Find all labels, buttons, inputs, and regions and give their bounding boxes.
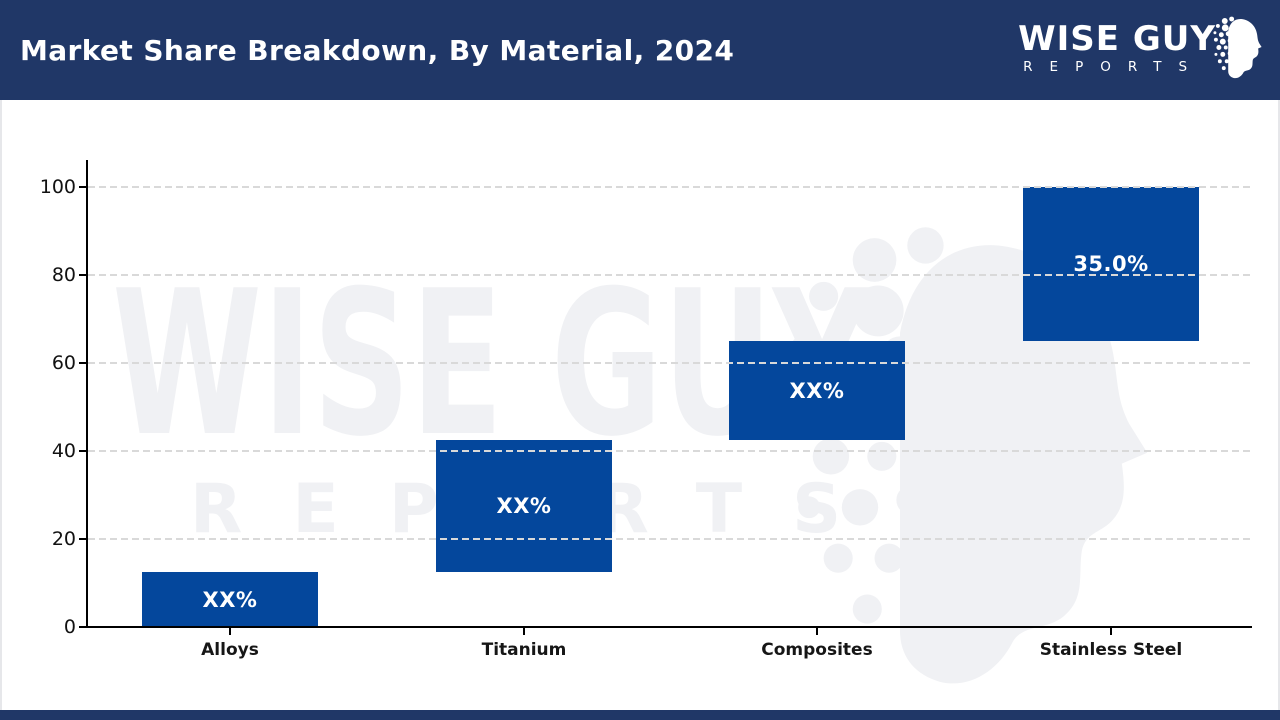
- x-category-label: Stainless Steel: [1039, 640, 1183, 660]
- bar-value-label: 35.0%: [1073, 252, 1149, 276]
- bar-value-label: XX%: [202, 587, 258, 612]
- bar-stainless-steel: 35.0%: [1023, 187, 1199, 341]
- bar-value-label: XX%: [789, 378, 845, 403]
- bar-value-label: XX%: [496, 494, 552, 518]
- logo-wordmark: WISE GUY: [1018, 18, 1216, 59]
- gridline-80: [88, 274, 1252, 276]
- x-tick-mark: [1110, 628, 1112, 635]
- y-tick-mark: [79, 274, 88, 276]
- image-right-border: [1278, 100, 1280, 710]
- bar-titanium: XX%: [436, 440, 612, 572]
- logo-reports-label: REPORTS: [1023, 59, 1205, 76]
- wiseguy-logo: WISE GUY REPORTS: [1018, 6, 1266, 90]
- x-tick-mark: [229, 628, 231, 635]
- x-category-label: Composites: [761, 640, 873, 660]
- y-tick-mark: [79, 362, 88, 364]
- chart-title: Market Share Breakdown, By Material, 202…: [20, 33, 735, 67]
- y-axis-spine: [86, 160, 88, 628]
- gridline-60: [88, 362, 1252, 364]
- logo-text: WISE GUY REPORTS: [1018, 18, 1216, 76]
- y-tick-label: 0: [63, 616, 76, 638]
- y-tick-label: 40: [51, 440, 76, 462]
- gridline-100: [88, 186, 1252, 188]
- x-category-label: Alloys: [201, 640, 259, 660]
- y-tick-mark: [79, 626, 88, 628]
- footer-bar: [0, 710, 1280, 720]
- header-bar: Market Share Breakdown, By Material, 202…: [0, 0, 1280, 100]
- gridline-20: [88, 538, 1252, 540]
- y-tick-mark: [79, 186, 88, 188]
- y-tick-label: 100: [39, 176, 76, 198]
- y-tick-label: 20: [51, 528, 76, 550]
- x-category-label: Titanium: [481, 640, 567, 660]
- x-tick-mark: [523, 628, 525, 635]
- image-left-border: [0, 100, 2, 710]
- x-tick-mark: [816, 628, 818, 635]
- y-tick-mark: [79, 538, 88, 540]
- bar-alloys: XX%: [142, 572, 318, 627]
- bar-composites: XX%: [729, 341, 905, 440]
- y-tick-mark: [79, 450, 88, 452]
- gridline-40: [88, 450, 1252, 452]
- x-axis-spine: [86, 626, 1252, 628]
- y-tick-label: 80: [51, 264, 76, 286]
- wiseguy-face-icon: [1212, 6, 1266, 90]
- y-tick-label: 60: [51, 352, 76, 374]
